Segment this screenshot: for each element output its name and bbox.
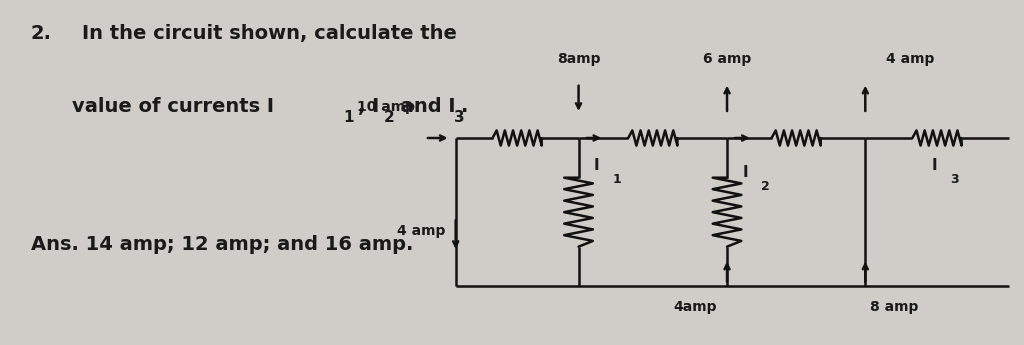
Text: .: . xyxy=(461,97,468,116)
Text: 3: 3 xyxy=(454,110,464,125)
Text: 8amp: 8amp xyxy=(557,52,600,66)
Text: 3: 3 xyxy=(950,173,958,186)
Text: 2.: 2. xyxy=(31,24,52,43)
Text: Ans. 14 amp; 12 amp; and 16 amp.: Ans. 14 amp; 12 amp; and 16 amp. xyxy=(31,235,413,254)
Text: 2: 2 xyxy=(761,180,770,193)
Text: I: I xyxy=(742,165,748,180)
Text: 1: 1 xyxy=(612,173,622,186)
Text: 8 amp: 8 amp xyxy=(870,300,919,314)
Text: In the circuit shown, calculate the: In the circuit shown, calculate the xyxy=(82,24,457,43)
Text: 2: 2 xyxy=(384,110,394,125)
Text: , I: , I xyxy=(358,97,380,116)
Text: 4 amp: 4 amp xyxy=(886,52,934,66)
Text: 6 amp: 6 amp xyxy=(702,52,752,66)
Text: 4 amp: 4 amp xyxy=(397,224,445,238)
Text: 4amp: 4amp xyxy=(674,300,717,314)
Text: 10 amp: 10 amp xyxy=(356,100,415,114)
Text: value of currents I: value of currents I xyxy=(72,97,273,116)
Text: I: I xyxy=(594,158,599,173)
Text: I: I xyxy=(932,158,937,173)
Text: and I: and I xyxy=(394,97,456,116)
Text: 1: 1 xyxy=(343,110,353,125)
